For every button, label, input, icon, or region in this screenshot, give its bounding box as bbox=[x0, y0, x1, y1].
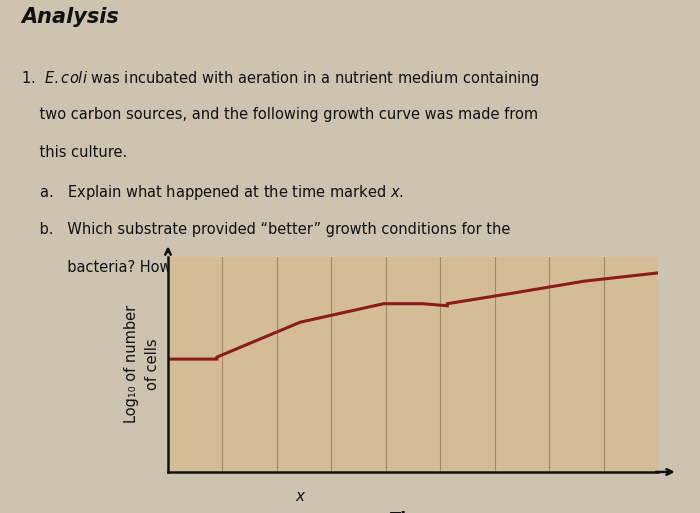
Text: Analysis: Analysis bbox=[21, 7, 119, 27]
Text: two carbon sources, and the following growth curve was made from: two carbon sources, and the following gr… bbox=[21, 107, 538, 122]
Text: bacteria? How can you tell?: bacteria? How can you tell? bbox=[21, 260, 270, 275]
Y-axis label: Log₁₀ of number
of cells: Log₁₀ of number of cells bbox=[124, 305, 160, 423]
Text: 1.  $\it{E. coli}$ was incubated with aeration in a nutrient medium containing: 1. $\it{E. coli}$ was incubated with aer… bbox=[21, 69, 540, 88]
Text: x: x bbox=[296, 489, 304, 504]
Text: b.   Which substrate provided “better” growth conditions for the: b. Which substrate provided “better” gro… bbox=[21, 222, 510, 236]
Text: this culture.: this culture. bbox=[21, 145, 127, 160]
Text: a.   Explain what happened at the time marked $\it{x}$.: a. Explain what happened at the time mar… bbox=[21, 184, 404, 203]
Text: Time: Time bbox=[390, 511, 436, 513]
